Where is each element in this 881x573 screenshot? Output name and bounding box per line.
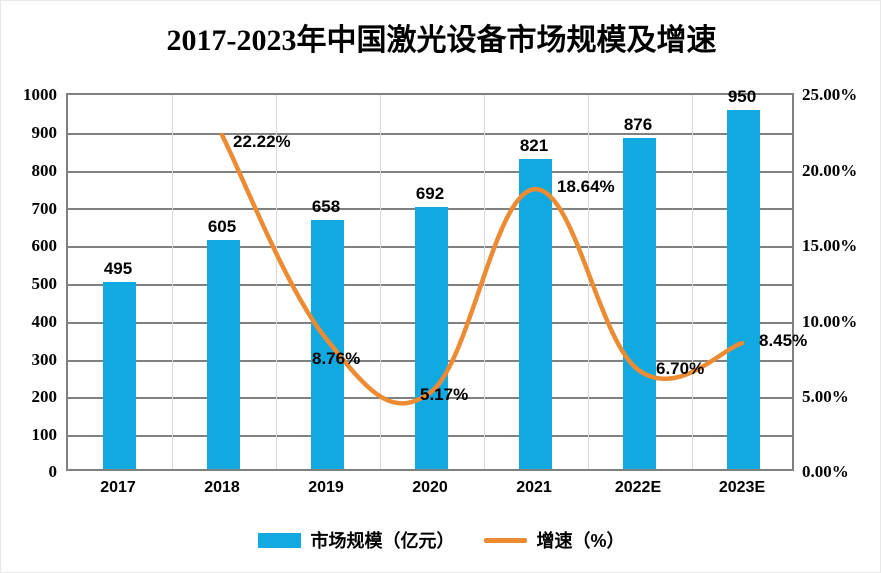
bar-value-label: 821 <box>519 135 549 155</box>
y-axis-right-tick: 0.00% <box>802 462 849 481</box>
y-axis-left-tick: 300 <box>31 350 58 369</box>
y-axis-left-tick: 800 <box>31 161 58 180</box>
bar-value-label: 876 <box>623 114 653 134</box>
y-axis-left-tick: 100 <box>31 425 58 444</box>
category-divider <box>484 95 485 469</box>
x-axis-tick-2022E: 2022E <box>614 479 662 496</box>
bar-value-label: 605 <box>207 217 237 237</box>
y-axis-left-tick: 900 <box>31 123 58 142</box>
y-axis-right-tick: 10.00% <box>802 312 858 331</box>
bar-2023E[interactable] <box>727 109 760 469</box>
line-value-label-2018: 22.22% <box>233 132 291 151</box>
gridline <box>68 132 792 135</box>
bar-2020[interactable] <box>415 207 448 469</box>
line-value-label-2023E: 8.45% <box>759 331 808 350</box>
bar-2022E[interactable] <box>623 137 656 469</box>
gridline <box>68 170 792 173</box>
x-axis-tick-2017: 2017 <box>100 479 136 496</box>
bar-swatch-icon <box>258 532 302 548</box>
x-axis-tick-2020: 2020 <box>412 479 448 496</box>
bar-2021[interactable] <box>519 158 552 469</box>
y-axis-left-tick: 400 <box>31 312 58 331</box>
y-axis-right-tick: 5.00% <box>802 387 849 406</box>
x-axis-tick-2018: 2018 <box>204 479 240 496</box>
y-axis-left-tick: 500 <box>31 274 58 293</box>
bar-value-label: 658 <box>311 197 341 217</box>
y-axis-left-tick: 200 <box>31 387 58 406</box>
legend-label: 市场规模（亿元） <box>310 531 455 551</box>
chart-title: 2017-2023年中国激光设备市场规模及增速 <box>166 24 717 57</box>
category-divider <box>588 95 589 469</box>
y-axis-right-tick: 20.00% <box>802 161 858 180</box>
x-axis-tick-2023E: 2023E <box>718 479 766 496</box>
bar-2019[interactable] <box>311 220 344 469</box>
chart-legend: 市场规模（亿元） 增速（%） <box>1 527 880 553</box>
line-value-label-2021: 18.64% <box>557 177 615 196</box>
y-axis-left-tick: 1000 <box>23 85 57 104</box>
legend-item-market-size[interactable]: 市场规模（亿元） <box>258 527 454 553</box>
bar-value-label: 950 <box>727 86 757 106</box>
y-axis-right-tick: 15.00% <box>802 236 858 255</box>
line-value-label-2020: 5.17% <box>420 385 469 404</box>
legend-label: 增速（%） <box>536 531 625 551</box>
bar-value-label: 692 <box>415 184 445 204</box>
line-swatch-icon <box>484 537 528 543</box>
x-axis-tick-2019: 2019 <box>308 479 344 496</box>
y-axis-right-tick: 25.00% <box>802 85 858 104</box>
plot-area <box>66 93 794 471</box>
x-axis-tick-2021: 2021 <box>516 479 552 496</box>
line-value-label-2022E: 6.70% <box>656 359 705 378</box>
bar-2017[interactable] <box>103 281 136 469</box>
legend-item-growth-rate[interactable]: 增速（%） <box>484 527 625 553</box>
category-divider <box>172 95 173 469</box>
y-axis-left-tick: 700 <box>31 199 58 218</box>
category-divider <box>692 95 693 469</box>
bar-2018[interactable] <box>207 240 240 469</box>
y-axis-left-tick: 600 <box>31 236 58 255</box>
bar-value-label: 495 <box>103 258 133 278</box>
y-axis-left-tick: 0 <box>48 462 58 481</box>
category-divider <box>380 95 381 469</box>
line-value-label-2019: 8.76% <box>312 349 361 368</box>
